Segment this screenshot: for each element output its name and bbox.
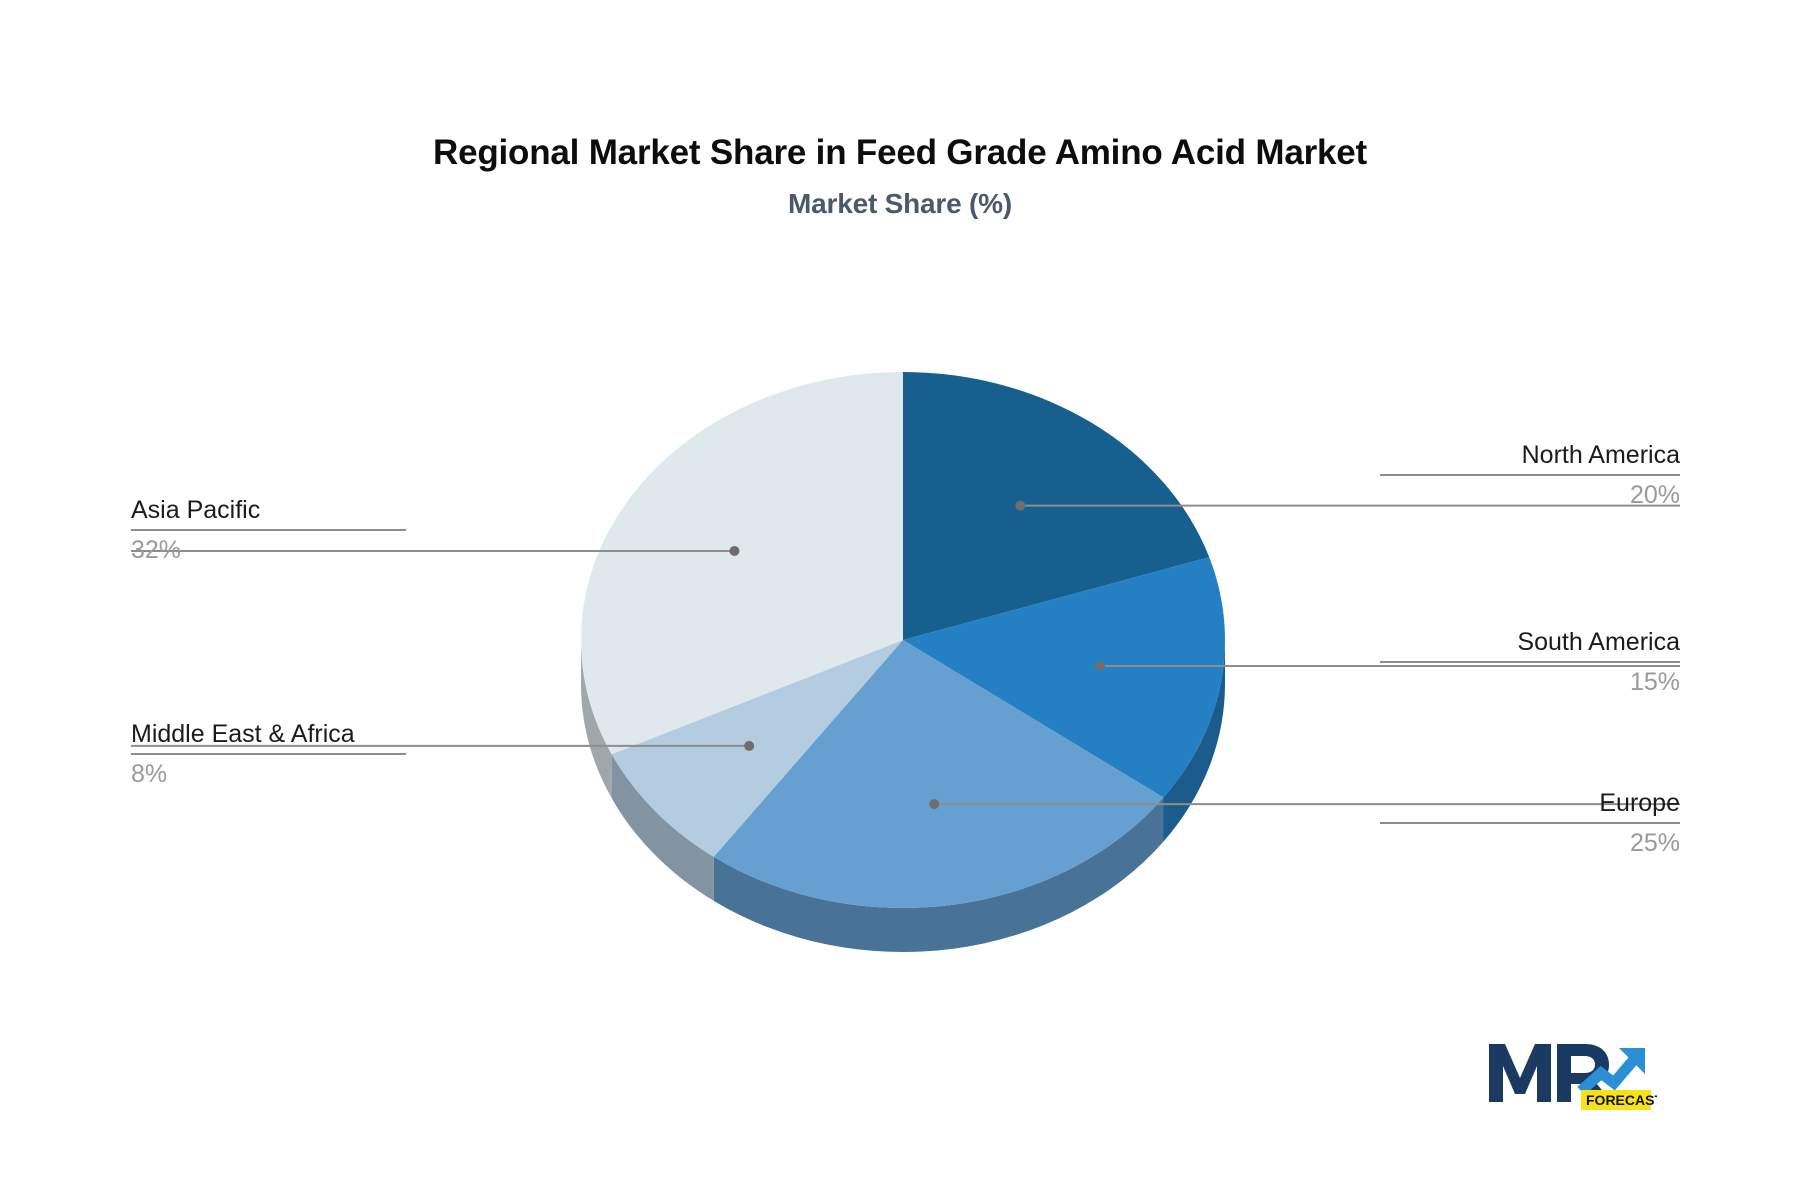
- pie-slice-asia-pacific[interactable]: [581, 372, 903, 755]
- logo-forecast-text: FORECAST: [1586, 1092, 1657, 1108]
- label-rule: [131, 753, 406, 755]
- label-name: North America: [1521, 441, 1680, 469]
- pie-side-walls: [581, 640, 1225, 952]
- label-rule: [131, 529, 406, 531]
- label-europe: Europe 25%: [1380, 791, 1680, 856]
- label-south-america: South America 15%: [1380, 630, 1680, 695]
- pie-top-slices: [581, 372, 1225, 908]
- label-name: Middle East & Africa: [131, 720, 355, 748]
- label-middle-east-africa: Middle East & Africa 8%: [131, 722, 406, 787]
- leader-lines: [131, 500, 1680, 810]
- pie-slice-wall: [581, 640, 612, 799]
- leader-dot: [929, 799, 940, 810]
- pie-slice-wall: [713, 797, 1164, 952]
- label-asia-pacific: Asia Pacific 32%: [131, 498, 406, 563]
- label-value: 25%: [1629, 829, 1680, 857]
- label-rule: [1380, 661, 1680, 663]
- leader-dot: [729, 545, 740, 556]
- label-rule: [1380, 474, 1680, 476]
- label-rule: [1380, 822, 1680, 824]
- leader-dot: [1015, 500, 1026, 511]
- label-value: 8%: [131, 760, 168, 788]
- pie-slice-wall: [1163, 640, 1225, 842]
- logo-mr-wordmark: [1489, 1044, 1612, 1102]
- mr-forecast-logo: FORECAST: [1489, 1044, 1657, 1110]
- leader-dot: [1095, 660, 1106, 671]
- label-value: 32%: [131, 536, 182, 564]
- leader-dot: [744, 740, 755, 751]
- label-name: South America: [1517, 628, 1680, 656]
- label-name: Europe: [1599, 789, 1680, 817]
- label-value: 20%: [1629, 481, 1680, 509]
- logo-forecast-badge: FORECAST: [1581, 1090, 1657, 1110]
- label-name: Asia Pacific: [131, 496, 261, 524]
- logo-growth-arrow-icon: [1577, 1048, 1645, 1096]
- pie-slice-europe[interactable]: [713, 640, 1164, 908]
- chart-title: Regional Market Share in Feed Grade Amin…: [433, 133, 1367, 172]
- label-north-america: North America 20%: [1380, 443, 1680, 508]
- label-value: 15%: [1629, 668, 1680, 696]
- pie-slice-wall: [611, 754, 714, 901]
- pie-slice-south-america[interactable]: [903, 557, 1225, 798]
- chart-subtitle: Market Share (%): [788, 188, 1012, 219]
- pie-slice-middle-east-africa[interactable]: [611, 640, 903, 857]
